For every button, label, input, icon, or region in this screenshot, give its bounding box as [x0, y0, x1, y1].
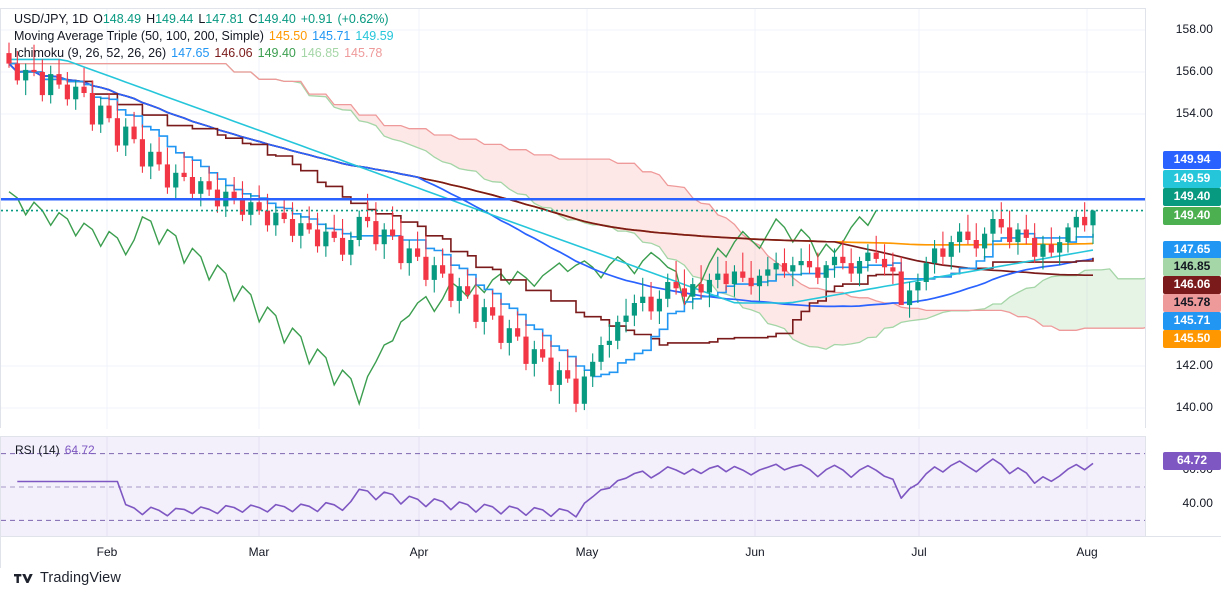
tradingview-brand-name: TradingView — [40, 570, 121, 586]
price-badge[interactable]: 149.40 — [1163, 207, 1221, 225]
ichimoku-cloud — [9, 62, 1146, 350]
price-badge[interactable]: 145.71 — [1163, 312, 1221, 330]
price-axis-label: 140.00 — [1175, 400, 1213, 414]
rsi-legend-value: 64.72 — [64, 443, 95, 457]
rsi-axis-label: 40.00 — [1182, 495, 1213, 510]
price-badge[interactable]: 149.40 — [1163, 188, 1221, 206]
rsi-line — [17, 458, 1094, 518]
price-gridlines — [1, 9, 1146, 429]
price-axis-label: 158.00 — [1175, 22, 1213, 36]
chart-frame: RSI (14) 64.72 158.00 156.00 154.00 142.00 14… — [0, 8, 1221, 568]
price-badge[interactable]: 146.06 — [1163, 276, 1221, 294]
time-axis[interactable]: Feb Mar Apr May Jun Jul Aug — [0, 536, 1221, 568]
senkou-span-b-line — [9, 62, 1146, 331]
rsi-badge[interactable]: 64.72 — [1163, 452, 1221, 471]
sma-50-line — [8, 63, 1094, 308]
tradingview-branding: TradingView — [14, 570, 121, 586]
price-chart-canvas — [1, 9, 1146, 429]
time-axis-label: Jun — [745, 545, 765, 559]
time-axis-label: Feb — [96, 545, 118, 559]
price-axis-label: 156.00 — [1175, 64, 1213, 78]
cloud-bullish — [976, 268, 1146, 331]
price-axis-label: 142.00 — [1175, 358, 1213, 372]
time-axis-label: May — [575, 545, 599, 559]
price-badge[interactable]: 146.85 — [1163, 258, 1221, 276]
rsi-pane[interactable]: RSI (14) 64.72 — [0, 436, 1146, 537]
price-badge[interactable]: 149.59 — [1163, 170, 1221, 188]
time-axis-label: Mar — [248, 545, 270, 559]
price-chart-pane[interactable] — [0, 8, 1146, 429]
cloud-bearish — [300, 81, 968, 350]
time-axis-label: Jul — [911, 545, 927, 559]
price-axis[interactable]: 158.00 156.00 154.00 142.00 140.00 149.94 149.… — [1145, 8, 1221, 428]
chikou-span-line — [8, 191, 877, 407]
price-badge[interactable]: 145.78 — [1163, 294, 1221, 312]
tenkan-sen-line — [9, 62, 1094, 378]
price-badge[interactable]: 145.50 — [1163, 330, 1221, 348]
price-badge[interactable]: 147.65 — [1163, 241, 1221, 259]
time-axis-label: Apr — [409, 545, 429, 559]
time-axis-label: Aug — [1076, 545, 1098, 559]
price-badge[interactable]: 149.94 — [1163, 151, 1221, 169]
cyan-average-line — [9, 58, 1094, 304]
kijun-sen-line — [9, 62, 1094, 346]
rsi-legend: RSI (14) 64.72 — [15, 443, 95, 457]
price-axis-label: 154.00 — [1175, 106, 1213, 120]
rsi-canvas — [1, 437, 1146, 537]
tradingview-logo-icon — [14, 573, 33, 583]
candlesticks — [6, 42, 1096, 413]
rsi-legend-label: RSI (14) — [15, 443, 60, 457]
